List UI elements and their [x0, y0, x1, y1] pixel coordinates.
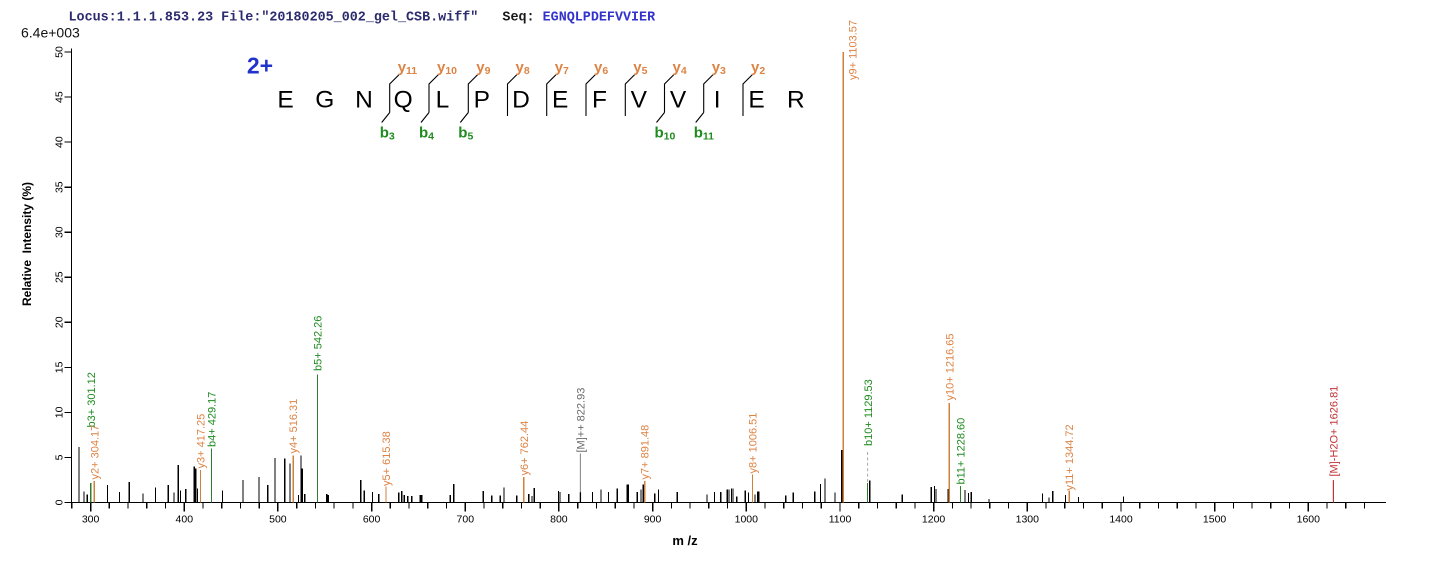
svg-text:L: L — [436, 87, 450, 114]
svg-text:5: 5 — [54, 454, 66, 460]
svg-text:y6+ 762.44: y6+ 762.44 — [519, 421, 531, 476]
svg-text:25: 25 — [54, 271, 66, 283]
svg-text:1000: 1000 — [735, 514, 759, 526]
svg-text:800: 800 — [550, 514, 568, 526]
svg-text:1400: 1400 — [1109, 514, 1133, 526]
svg-text:1300: 1300 — [1016, 514, 1040, 526]
svg-text:35: 35 — [54, 181, 66, 193]
svg-text:E: E — [552, 87, 568, 114]
svg-text:6.4e+003: 6.4e+003 — [21, 25, 80, 41]
svg-text:y4+ 516.31: y4+ 516.31 — [288, 399, 300, 454]
svg-text:1100: 1100 — [829, 514, 852, 526]
svg-text:500: 500 — [269, 514, 287, 526]
svg-text:1600: 1600 — [1297, 514, 1321, 526]
svg-text:600: 600 — [363, 514, 381, 526]
svg-text:15: 15 — [54, 361, 66, 373]
svg-text:400: 400 — [176, 514, 194, 526]
svg-text:E: E — [748, 87, 764, 114]
svg-text:V: V — [631, 87, 648, 114]
svg-text:D: D — [512, 87, 530, 114]
svg-text:b5+ 542.26: b5+ 542.26 — [312, 316, 324, 371]
svg-text:300: 300 — [82, 514, 100, 526]
svg-text:1200: 1200 — [922, 514, 946, 526]
svg-text:y8+ 1006.51: y8+ 1006.51 — [747, 413, 759, 474]
svg-text:b3+ 301.12: b3+ 301.12 — [86, 372, 98, 427]
svg-text:30: 30 — [54, 226, 66, 238]
svg-text:1500: 1500 — [1203, 514, 1227, 526]
svg-text:Locus:1.1.1.853.23 File:"20180: Locus:1.1.1.853.23 File:"20180205_002_ge… — [69, 11, 657, 26]
svg-text:40: 40 — [54, 136, 66, 148]
svg-text:y9+ 1103.57: y9+ 1103.57 — [847, 20, 859, 80]
svg-text:I: I — [714, 87, 721, 114]
svg-text:E: E — [277, 87, 293, 114]
svg-text:Q: Q — [394, 87, 413, 114]
svg-text:b10+ 1129.53: b10+ 1129.53 — [863, 379, 875, 446]
svg-text:y11+ 1344.72: y11+ 1344.72 — [1064, 424, 1076, 490]
svg-text:y7+ 891.48: y7+ 891.48 — [640, 425, 652, 480]
svg-text:b4+ 429.17: b4+ 429.17 — [207, 392, 219, 447]
svg-text:V: V — [670, 87, 687, 114]
svg-text:45: 45 — [54, 91, 66, 103]
svg-text:y10+ 1216.65: y10+ 1216.65 — [944, 334, 956, 401]
svg-text:R: R — [787, 87, 805, 114]
svg-text:[M]-H2O+ 1626.81: [M]-H2O+ 1626.81 — [1329, 386, 1341, 477]
svg-text:m /z: m /z — [672, 533, 698, 548]
svg-text:P: P — [474, 87, 490, 114]
svg-text:b11+ 1228.60: b11+ 1228.60 — [956, 418, 968, 485]
svg-text:2+: 2+ — [247, 53, 273, 79]
svg-text:50: 50 — [54, 46, 66, 58]
svg-text:900: 900 — [644, 514, 662, 526]
svg-text:[M]++ 822.93: [M]++ 822.93 — [575, 388, 587, 453]
svg-text:700: 700 — [457, 514, 475, 526]
svg-text:N: N — [355, 87, 373, 114]
svg-text:y3+ 417.25: y3+ 417.25 — [195, 414, 207, 469]
svg-text:y2+ 304.17: y2+ 304.17 — [90, 425, 102, 480]
svg-text:Relative Intensity (%): Relative Intensity (%) — [20, 182, 34, 306]
svg-text:10: 10 — [54, 406, 66, 418]
svg-text:0: 0 — [54, 499, 66, 505]
svg-text:F: F — [592, 87, 607, 114]
svg-text:y5+ 615.38: y5+ 615.38 — [381, 431, 393, 486]
svg-text:G: G — [315, 87, 334, 114]
svg-text:20: 20 — [54, 316, 66, 328]
